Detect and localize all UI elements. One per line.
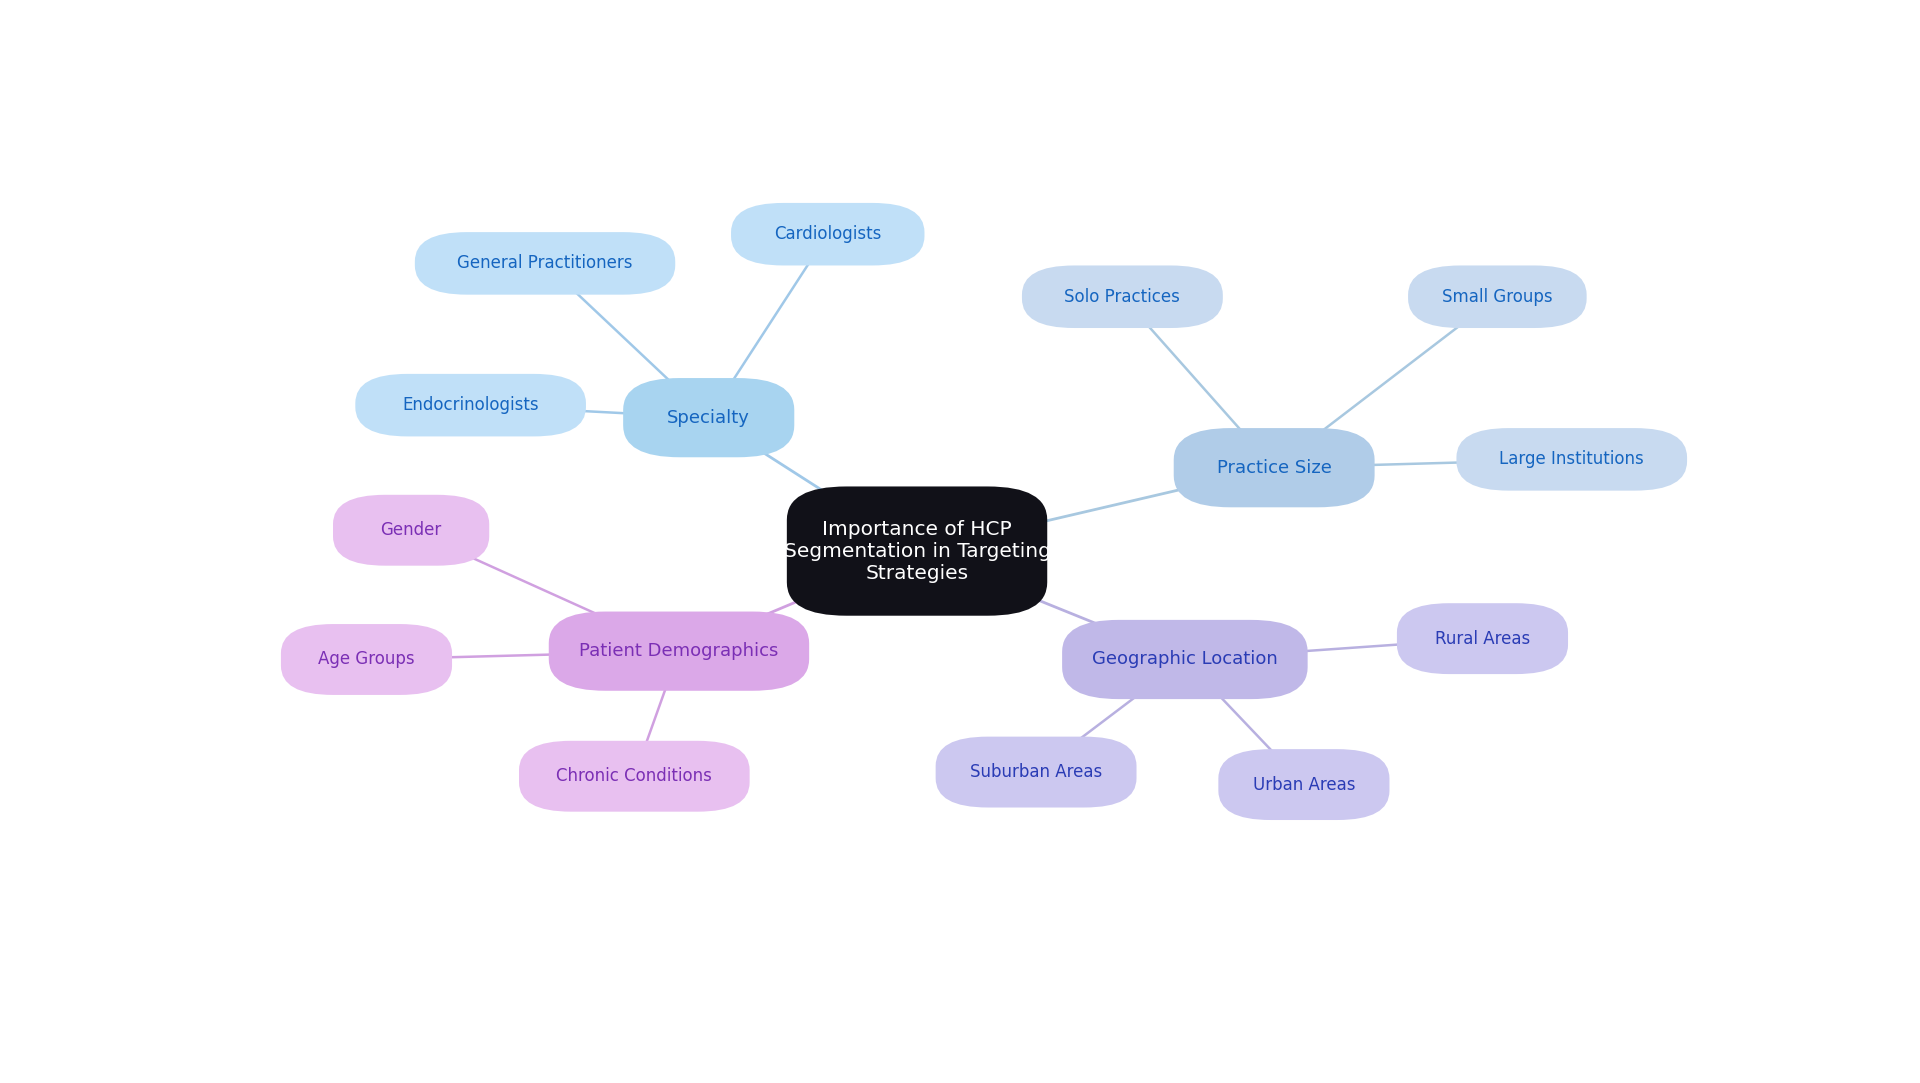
Text: Importance of HCP
Segmentation in Targeting
Strategies: Importance of HCP Segmentation in Target… [783, 520, 1050, 583]
FancyBboxPatch shape [1407, 265, 1586, 328]
FancyBboxPatch shape [518, 741, 749, 811]
Text: Chronic Conditions: Chronic Conditions [557, 767, 712, 785]
Text: Geographic Location: Geographic Location [1092, 651, 1277, 668]
FancyBboxPatch shape [1457, 428, 1688, 491]
Text: General Practitioners: General Practitioners [457, 255, 634, 273]
Text: Solo Practices: Solo Practices [1064, 288, 1181, 305]
FancyBboxPatch shape [549, 612, 808, 691]
Text: Age Groups: Age Groups [319, 651, 415, 668]
Text: Patient Demographics: Patient Demographics [580, 642, 780, 661]
FancyBboxPatch shape [415, 232, 676, 295]
Text: Suburban Areas: Suburban Areas [970, 764, 1102, 781]
Text: Endocrinologists: Endocrinologists [403, 396, 540, 414]
Text: Practice Size: Practice Size [1217, 459, 1332, 477]
Text: Small Groups: Small Groups [1442, 288, 1553, 305]
FancyBboxPatch shape [1173, 428, 1375, 507]
FancyBboxPatch shape [1062, 619, 1308, 700]
FancyBboxPatch shape [355, 374, 586, 436]
Text: Gender: Gender [380, 521, 442, 539]
Text: Large Institutions: Large Institutions [1500, 451, 1644, 468]
FancyBboxPatch shape [1219, 749, 1390, 820]
Text: Cardiologists: Cardiologists [774, 225, 881, 244]
FancyBboxPatch shape [1021, 265, 1223, 328]
FancyBboxPatch shape [732, 203, 925, 265]
FancyBboxPatch shape [1398, 603, 1569, 674]
Text: Specialty: Specialty [668, 408, 751, 427]
FancyBboxPatch shape [332, 495, 490, 565]
FancyBboxPatch shape [280, 624, 451, 695]
FancyBboxPatch shape [624, 378, 795, 457]
Text: Rural Areas: Rural Areas [1434, 629, 1530, 648]
FancyBboxPatch shape [935, 736, 1137, 808]
FancyBboxPatch shape [787, 486, 1046, 616]
Text: Urban Areas: Urban Areas [1252, 775, 1356, 794]
